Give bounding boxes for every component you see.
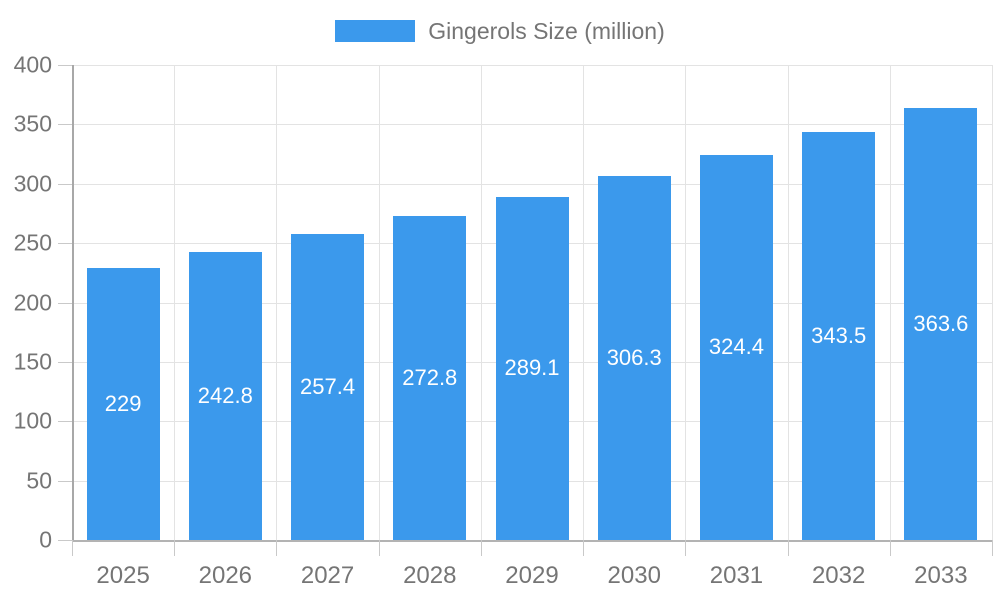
y-tick-mark bbox=[58, 183, 72, 185]
y-tick-mark bbox=[58, 243, 72, 245]
bar: 257.4 bbox=[291, 234, 365, 540]
bar: 324.4 bbox=[699, 154, 773, 540]
plot-area: 0 50 100 150 200 250 300 350 400 229 2025 242.8 2026… bbox=[14, 52, 993, 589]
x-axis-label: 2025 bbox=[96, 562, 150, 589]
y-axis-label: 250 bbox=[13, 229, 52, 256]
bar: 289.1 bbox=[495, 196, 569, 540]
v-gridline bbox=[276, 65, 278, 540]
x-axis-label: 2028 bbox=[403, 562, 457, 589]
x-axis-baseline bbox=[72, 540, 992, 542]
h-gridline bbox=[72, 65, 992, 66]
y-tick-mark bbox=[58, 540, 72, 541]
x-tick-mark bbox=[174, 540, 176, 556]
y-tick-mark bbox=[58, 65, 72, 66]
v-gridline bbox=[174, 65, 176, 540]
bar: 242.8 bbox=[188, 251, 262, 540]
x-tick-mark bbox=[480, 540, 482, 556]
x-tick-mark bbox=[378, 540, 380, 556]
y-tick-mark bbox=[58, 302, 72, 304]
v-gridline bbox=[480, 65, 482, 540]
bar: 343.5 bbox=[802, 132, 876, 540]
v-gridline bbox=[685, 65, 687, 540]
bar: 306.3 bbox=[597, 176, 671, 540]
x-tick-mark bbox=[992, 540, 993, 556]
x-tick-mark bbox=[787, 540, 789, 556]
y-axis-label: 50 bbox=[26, 467, 52, 494]
x-tick-mark bbox=[72, 540, 73, 556]
y-axis-label: 200 bbox=[13, 289, 52, 315]
bar: 272.8 bbox=[393, 216, 467, 540]
bar-value-label: 306.3 bbox=[606, 345, 662, 371]
bar: 229 bbox=[86, 268, 160, 540]
x-axis-label: 2026 bbox=[198, 562, 253, 589]
y-axis-line bbox=[72, 65, 74, 540]
h-gridline bbox=[72, 124, 992, 126]
bar-value-label: 242.8 bbox=[197, 382, 253, 408]
bar-value-label: 257.4 bbox=[300, 374, 356, 400]
y-axis-label: 0 bbox=[39, 526, 52, 553]
x-axis-label: 2031 bbox=[709, 562, 764, 589]
y-tick-mark bbox=[58, 480, 72, 482]
y-axis-label: 400 bbox=[13, 51, 52, 78]
v-gridline bbox=[992, 65, 993, 540]
x-tick-mark bbox=[583, 540, 585, 556]
v-gridline bbox=[378, 65, 380, 540]
x-axis-label: 2030 bbox=[607, 562, 661, 589]
y-axis-label: 100 bbox=[13, 407, 52, 434]
bar-value-label: 229 bbox=[104, 391, 142, 417]
bar: 363.6 bbox=[904, 108, 978, 540]
legend-swatch bbox=[335, 20, 416, 42]
y-axis-label: 150 bbox=[13, 348, 52, 375]
x-axis-label: 2033 bbox=[914, 562, 968, 589]
bar-value-label: 343.5 bbox=[811, 323, 867, 349]
y-tick-mark bbox=[58, 421, 72, 423]
x-tick-mark bbox=[889, 540, 891, 556]
bar-value-label: 324.4 bbox=[708, 334, 764, 360]
h-gridline bbox=[72, 183, 992, 185]
x-tick-mark bbox=[685, 540, 687, 556]
x-axis-label: 2027 bbox=[300, 562, 355, 589]
y-tick-mark bbox=[58, 361, 72, 363]
bar-value-label: 272.8 bbox=[402, 365, 458, 391]
y-axis-label: 300 bbox=[13, 170, 52, 197]
legend-label: Gingerols Size (million) bbox=[428, 18, 665, 44]
chart-legend: Gingerols Size (million) bbox=[0, 18, 1000, 44]
x-tick-mark bbox=[276, 540, 278, 556]
y-tick-mark bbox=[58, 124, 72, 126]
bar-value-label: 289.1 bbox=[504, 355, 560, 381]
x-axis-label: 2032 bbox=[811, 562, 866, 589]
v-gridline bbox=[889, 65, 891, 540]
v-gridline bbox=[787, 65, 789, 540]
bar-value-label: 363.6 bbox=[913, 311, 969, 337]
v-gridline bbox=[583, 65, 585, 540]
y-axis-label: 350 bbox=[13, 110, 52, 137]
x-axis-label: 2029 bbox=[505, 562, 559, 589]
